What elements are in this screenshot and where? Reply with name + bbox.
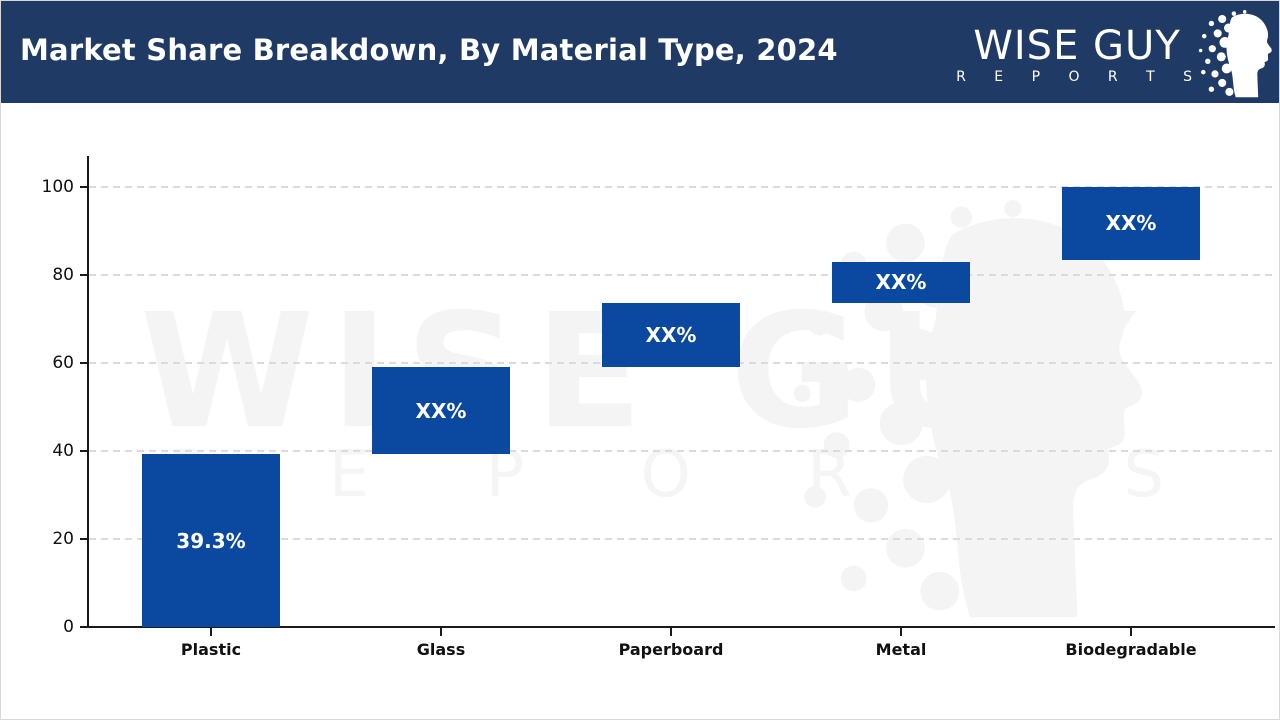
bar-paperboard: XX%: [602, 302, 740, 368]
y-tick-label: 0: [63, 617, 74, 637]
gridline-20: [89, 538, 1273, 540]
y-tick-label: 20: [52, 529, 74, 549]
y-tick-label: 60: [52, 353, 74, 373]
y-tick-mark: [80, 362, 88, 364]
logo-wordmark-line2: R E P O R T S: [956, 69, 1204, 85]
logo-wordmark: WISE GUY R E P O R T S: [950, 26, 1204, 85]
x-axis-line: [87, 626, 1275, 628]
x-tick-mark: [1130, 628, 1132, 636]
gridline-80: [89, 274, 1273, 276]
wiseguy-face-icon: [1198, 10, 1272, 98]
header-bar: Market Share Breakdown, By Material Type…: [0, 0, 1280, 103]
gridline-100: [89, 186, 1273, 188]
x-tick-mark: [900, 628, 902, 636]
y-tick-mark: [80, 450, 88, 452]
bar-value-label: 39.3%: [176, 528, 246, 553]
bar-value-label: XX%: [645, 323, 697, 348]
y-tick-label: 40: [52, 441, 74, 461]
x-tick-label-plastic: Plastic: [180, 640, 242, 659]
x-tick-label-glass: Glass: [416, 640, 466, 659]
y-tick-mark: [80, 626, 88, 628]
bar-value-label: XX%: [875, 270, 927, 295]
x-tick-label-paperboard: Paperboard: [618, 640, 724, 659]
logo-wordmark-line1: WISE GUY: [973, 23, 1181, 69]
y-tick-mark: [80, 186, 88, 188]
bar-value-label: XX%: [415, 398, 467, 423]
y-tick-label: 80: [52, 265, 74, 285]
brand-logo: WISE GUY R E P O R T S: [956, 4, 1272, 100]
bar-glass: XX%: [372, 367, 510, 455]
y-tick-label: 100: [41, 177, 74, 197]
x-tick-mark: [210, 628, 212, 636]
gridline-40: [89, 450, 1273, 452]
x-tick-label-biodegradable: Biodegradable: [1065, 640, 1197, 659]
x-tick-mark: [440, 628, 442, 636]
x-tick-label-metal: Metal: [875, 640, 927, 659]
bar-metal: XX%: [832, 261, 970, 303]
bar-biodegradable: XX%: [1062, 187, 1200, 260]
bar-plastic: 39.3%: [142, 454, 280, 627]
x-tick-mark: [670, 628, 672, 636]
y-axis-line: [87, 156, 89, 628]
bar-value-label: XX%: [1105, 211, 1157, 236]
y-tick-mark: [80, 538, 88, 540]
y-tick-mark: [80, 274, 88, 276]
page-title: Market Share Breakdown, By Material Type…: [20, 33, 838, 67]
